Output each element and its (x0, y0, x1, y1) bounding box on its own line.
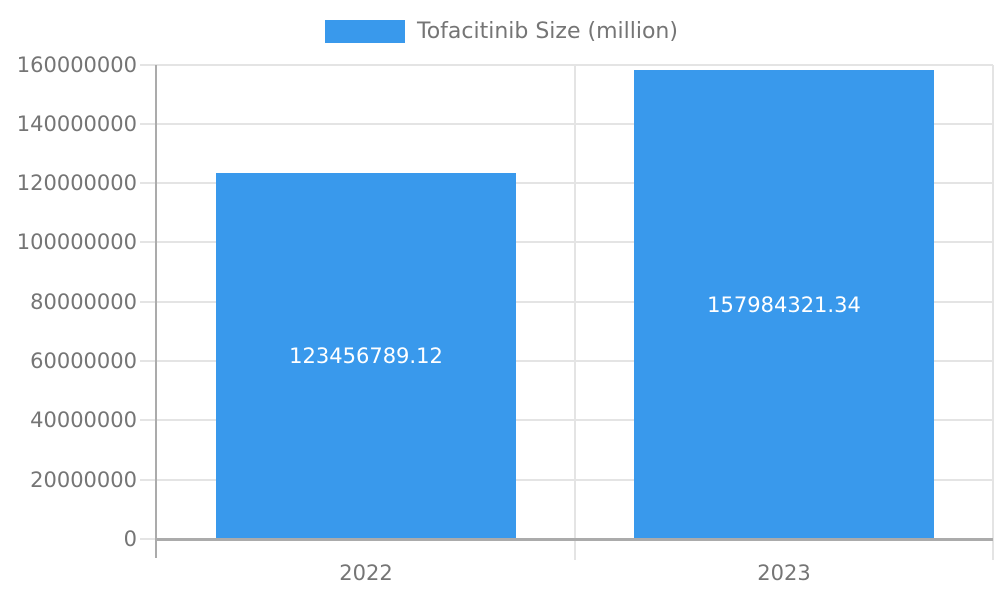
y-gridline (140, 419, 993, 422)
x-gridline (991, 64, 994, 560)
x-axis-tick-label: 2023 (757, 561, 811, 585)
y-axis-line (155, 64, 157, 558)
y-gridline (140, 63, 993, 66)
y-axis-tick-label: 120000000 (16, 171, 137, 196)
y-gridline (140, 182, 993, 185)
y-axis-tick-label: 160000000 (16, 52, 137, 77)
y-axis-tick-label: 60000000 (30, 349, 137, 374)
bar[interactable]: 123456789.12 (216, 172, 516, 539)
legend-label: Tofacitinib Size (million) (417, 19, 678, 44)
y-axis-tick-label: 100000000 (16, 230, 137, 255)
x-axis-tick-label: 2022 (339, 561, 393, 585)
y-gridline (140, 478, 993, 481)
y-gridline (140, 122, 993, 125)
y-axis-tick-label: 0 (123, 527, 137, 551)
y-axis-tick-label: 140000000 (16, 111, 137, 136)
y-zero-tick (140, 538, 157, 540)
y-gridline (140, 300, 993, 303)
y-gridline (140, 241, 993, 244)
y-axis-tick-label: 80000000 (30, 289, 137, 314)
legend-swatch (325, 20, 405, 43)
x-gridline (573, 64, 576, 560)
bar[interactable]: 157984321.34 (634, 70, 934, 539)
y-axis-tick-label: 20000000 (30, 467, 137, 492)
bar-value-label: 123456789.12 (289, 343, 443, 368)
bar-value-label: 157984321.34 (707, 292, 861, 317)
y-axis-tick-label: 40000000 (30, 408, 137, 433)
y-gridline (140, 360, 993, 363)
x-axis-line (155, 537, 993, 541)
